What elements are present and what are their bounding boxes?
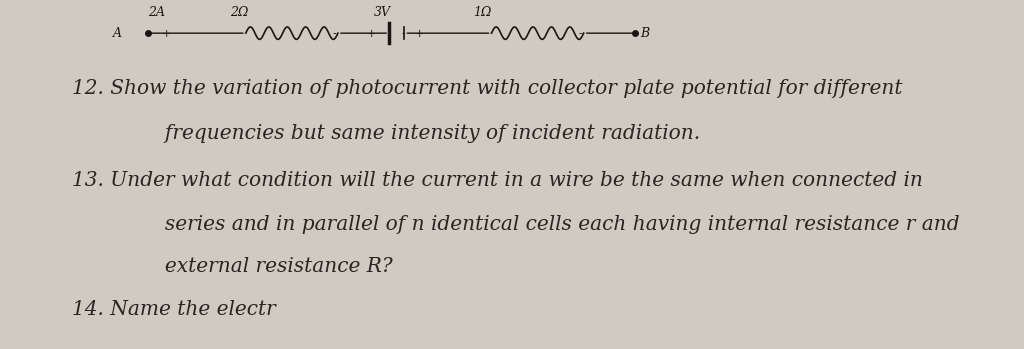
Text: +: + [367,29,376,39]
Text: external resistance R?: external resistance R? [133,257,393,276]
Text: 12. Show the variation of photocurrent with collector plate potential for differ: 12. Show the variation of photocurrent w… [72,79,902,98]
Text: B: B [640,27,649,40]
Text: 1Ω: 1Ω [473,6,492,19]
Text: series and in parallel of n identical cells each having internal resistance r an: series and in parallel of n identical ce… [133,215,959,234]
Text: 3V: 3V [374,6,391,19]
Text: 2Ω: 2Ω [230,6,249,19]
Text: -: - [333,29,337,39]
Text: +: + [415,29,424,39]
Text: 2A: 2A [148,6,166,19]
Text: frequencies but same intensity of incident radiation.: frequencies but same intensity of incide… [133,124,700,143]
Text: A: A [113,27,122,40]
Text: +: + [162,29,171,39]
Text: 14. Name the electr: 14. Name the electr [72,300,275,319]
Text: -: - [401,29,406,39]
Text: -: - [579,29,583,39]
Text: 13. Under what condition will the current in a wire be the same when connected i: 13. Under what condition will the curren… [72,171,923,190]
